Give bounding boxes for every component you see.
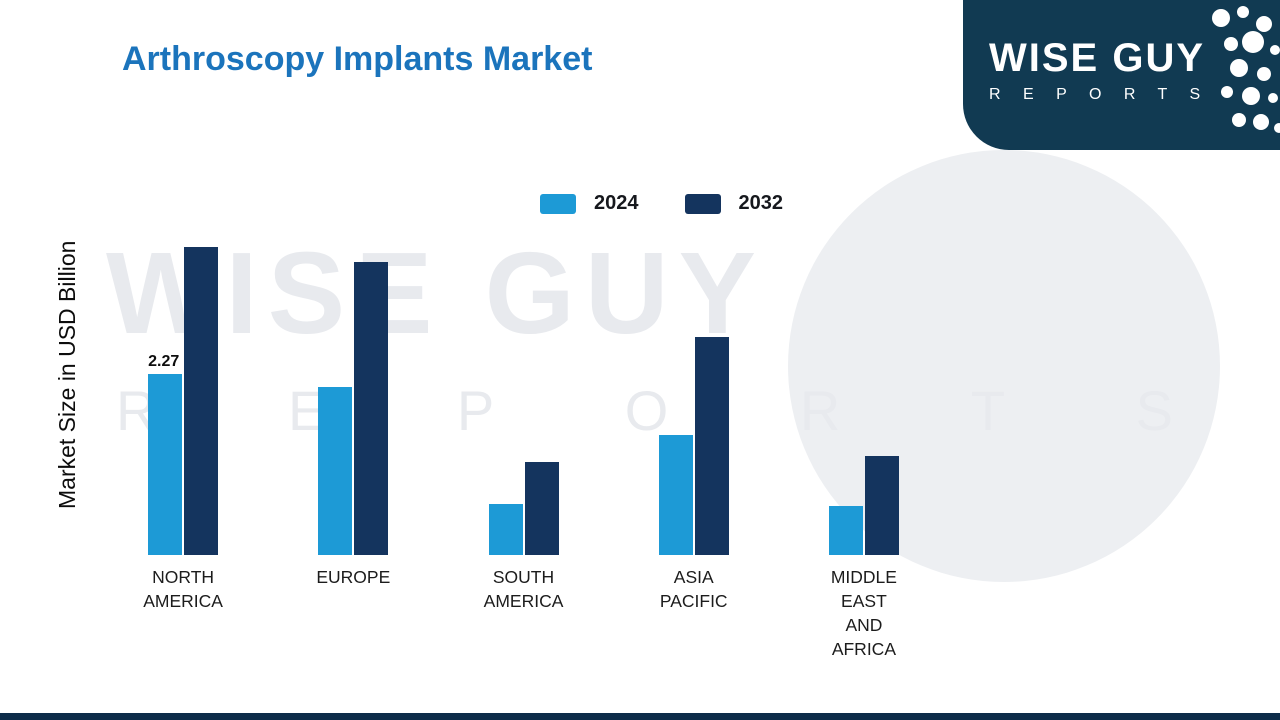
footer-bar [0, 713, 1280, 720]
legend-item-2032: 2032 [684, 192, 784, 215]
bar-value-label: 2.27 [148, 353, 180, 370]
bar-wrap [488, 504, 523, 555]
bar-2024-3 [658, 435, 693, 555]
category-label-4: MIDDLE EAST AND AFRICA [830, 567, 897, 659]
bar-group-3 [609, 220, 779, 555]
bar-2032-0 [184, 247, 219, 555]
bar-wrap [694, 337, 729, 555]
bar-wrap [318, 387, 353, 555]
bar-group-2 [438, 220, 608, 555]
page-title: Arthroscopy Implants Market [122, 40, 593, 78]
bar-2024-4 [828, 506, 863, 555]
category-label-0: NORTH AMERICA [143, 567, 223, 611]
category-labels: NORTH AMERICA EUROPE SOUTH AMERICA ASIA PACIFI… [98, 565, 949, 661]
logo-text: WISE GUY R E P O R T S [963, 0, 1209, 150]
bar-2032-4 [864, 456, 899, 555]
bar-wrap [828, 506, 863, 555]
legend-label-2032: 2032 [738, 192, 784, 214]
legend-item-2024: 2024 [540, 192, 639, 215]
bar-wrap [354, 262, 389, 555]
bar-wrap [658, 435, 693, 555]
bar-2032-3 [694, 337, 729, 555]
category-label-2: SOUTH AMERICA [483, 567, 564, 611]
legend-swatch-2032 [684, 193, 721, 214]
bar-2024-0 [148, 374, 183, 555]
bar-group-1 [268, 220, 438, 555]
bar-wrap [864, 456, 899, 555]
legend-label-2024: 2024 [594, 192, 639, 214]
category-label-1: EUROPE [316, 567, 391, 587]
bar-2024-2 [488, 504, 523, 555]
bar-group-0: 2.27 [98, 220, 268, 555]
y-axis-label: Market Size in USD Billion [54, 240, 80, 510]
bar-2032-1 [354, 262, 389, 555]
logo-wordmark: WISE GUY [989, 36, 1206, 80]
chart-legend: 2024 2032 [540, 192, 783, 215]
legend-swatch-2024 [540, 193, 576, 214]
wise-guy-reports-logo: WISE GUY R E P O R T S [963, 0, 1280, 150]
bar-2032-2 [524, 462, 559, 555]
bar-wrap [524, 462, 559, 555]
category-label-3: ASIA PACIFIC [659, 567, 728, 611]
bar-2024-1 [318, 387, 353, 555]
dotted-head-icon [1212, 6, 1280, 133]
bar-group-4 [779, 220, 949, 555]
bar-wrap [184, 247, 219, 555]
logo-reports-text: R E P O R T S [989, 86, 1210, 103]
bar-wrap: 2.27 [148, 353, 183, 555]
watermark-reports-text: R E P O R T S [116, 379, 1232, 442]
bar-groups: 2.27 [98, 220, 949, 555]
